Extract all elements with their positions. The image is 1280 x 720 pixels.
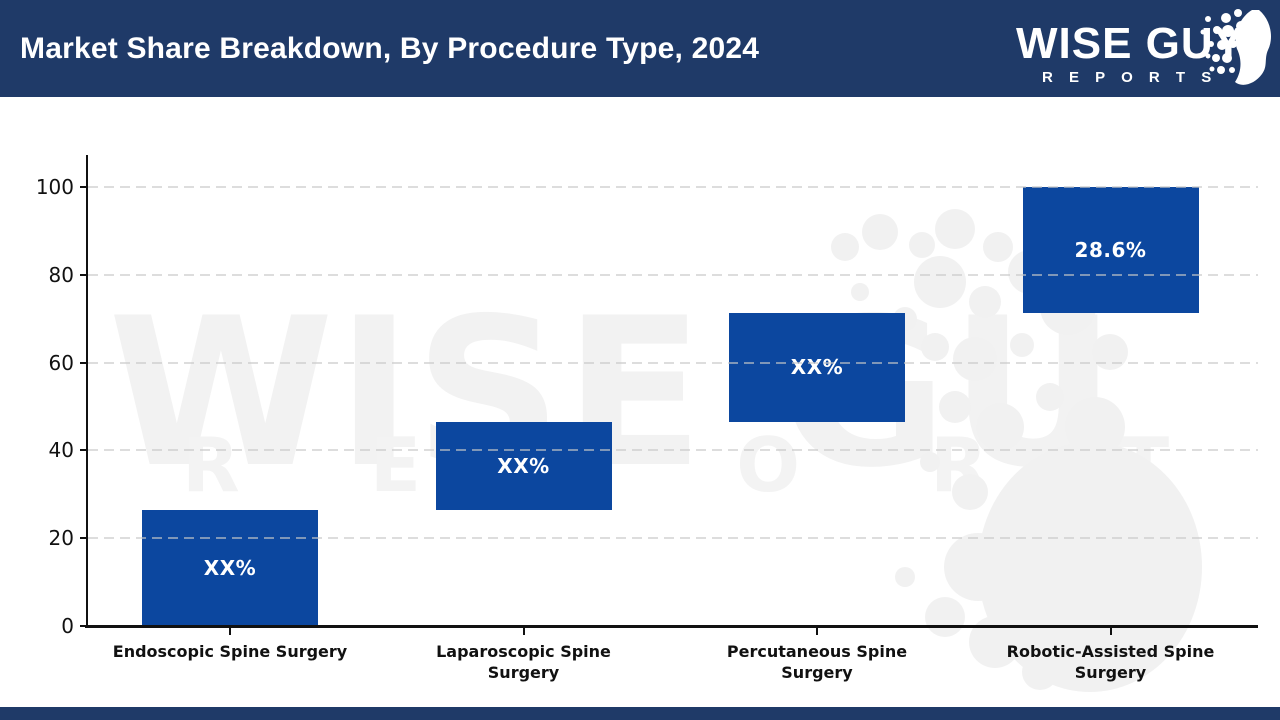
bar-value-label: XX% (203, 555, 257, 580)
category-label: Endoscopic Spine Surgery (112, 642, 348, 661)
y-axis-tick (80, 537, 88, 540)
bar-value-label: XX% (497, 453, 550, 478)
category-label: Percutaneous Spine Surgery (726, 642, 908, 682)
x-axis-tick (816, 627, 818, 635)
x-axis-tick (229, 627, 231, 635)
category-label: Laparoscopic Spine Surgery (436, 642, 611, 682)
bar-value-label: XX% (790, 355, 844, 380)
y-tick-label: 60 (48, 350, 74, 375)
y-tick-label: 20 (48, 526, 74, 551)
y-tick-label: 40 (48, 438, 74, 463)
y-axis-tick (80, 361, 88, 364)
x-axis-tick (522, 627, 525, 635)
gridline (88, 186, 1258, 188)
waterfall-bar: XX% (142, 509, 318, 626)
logo-head-icon (1200, 9, 1271, 85)
y-tick-label: 80 (48, 262, 74, 287)
y-tick-label: 0 (61, 614, 74, 638)
waterfall-bar: 28.6% (1022, 187, 1199, 313)
gridline (88, 449, 1258, 452)
logo-brand-text: WISE GUY (1016, 19, 1244, 68)
y-axis-tick (80, 273, 88, 276)
y-axis-tick (80, 625, 88, 627)
y-tick-label: 100 (35, 175, 74, 199)
x-axis-line (85, 625, 1258, 628)
gridline (88, 273, 1258, 276)
y-axis-line (86, 155, 88, 626)
gridline (88, 361, 1258, 364)
header-bar: Market Share Breakdown, By Procedure Typ… (0, 0, 1280, 97)
x-axis-tick (1109, 627, 1112, 635)
category-label: Robotic-Assisted Spine Surgery (1006, 642, 1215, 682)
wiseguy-logo: WISE GUY R E P O R T S (1016, 9, 1271, 86)
waterfall-bar: XX% (435, 421, 612, 510)
bar-value-label: 28.6% (1074, 237, 1147, 262)
plot-area: 0 20 40 60 80 100 XX% Endoscopic Spine Surgery X… (0, 97, 1280, 707)
logo-subtext: R E P O R T S (1042, 69, 1217, 86)
watermark-head-dots (831, 209, 1202, 692)
footer-bar (0, 707, 1280, 720)
y-axis-tick (80, 186, 88, 188)
waterfall-bar: XX% (729, 312, 905, 422)
chart-title: Market Share Breakdown, By Procedure Typ… (20, 31, 760, 65)
gridline (88, 537, 1258, 540)
y-axis-tick (80, 449, 88, 452)
